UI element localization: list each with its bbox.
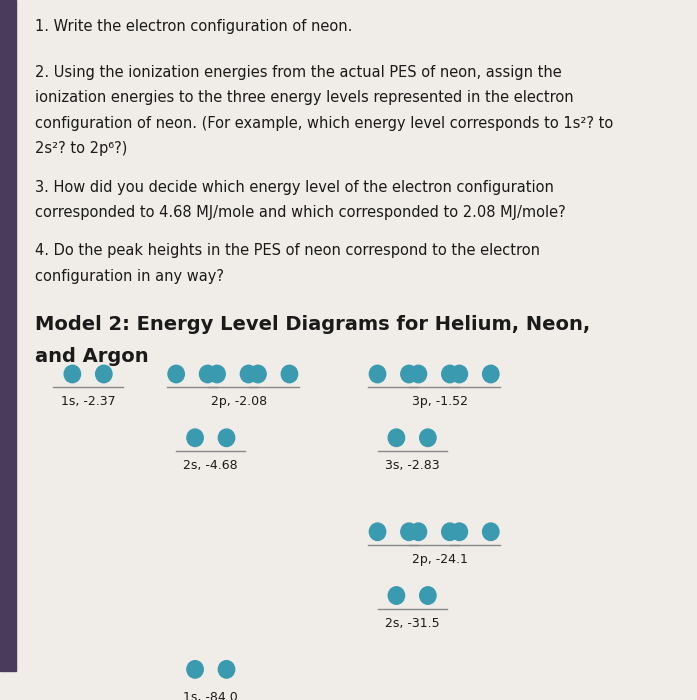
Circle shape (451, 365, 468, 383)
Bar (0, 0, 16, 671)
Text: 3. How did you decide which energy level of the electron configuration: 3. How did you decide which energy level… (35, 179, 553, 195)
Circle shape (388, 429, 404, 447)
Circle shape (95, 365, 112, 383)
Circle shape (411, 523, 427, 540)
Text: and Argon: and Argon (35, 346, 148, 365)
Text: 2p, -2.08: 2p, -2.08 (210, 395, 267, 409)
Circle shape (420, 587, 436, 604)
Circle shape (218, 661, 235, 678)
Circle shape (64, 365, 81, 383)
Circle shape (420, 429, 436, 447)
Circle shape (442, 523, 458, 540)
Circle shape (369, 365, 385, 383)
Text: configuration of neon. (For example, which energy level corresponds to 1s²? to: configuration of neon. (For example, whi… (35, 116, 613, 131)
Text: 4. Do the peak heights in the PES of neon correspond to the electron: 4. Do the peak heights in the PES of neo… (35, 244, 539, 258)
Text: 2. Using the ionization energies from the actual PES of neon, assign the: 2. Using the ionization energies from th… (35, 64, 561, 80)
Circle shape (451, 523, 468, 540)
Circle shape (482, 523, 499, 540)
Text: 2s, -4.68: 2s, -4.68 (183, 459, 238, 473)
Text: 2s, -31.5: 2s, -31.5 (385, 617, 439, 630)
Text: Model 2: Energy Level Diagrams for Helium, Neon,: Model 2: Energy Level Diagrams for Heliu… (35, 315, 590, 334)
Text: 1. Write the electron configuration of neon.: 1. Write the electron configuration of n… (35, 19, 352, 34)
Circle shape (218, 429, 235, 447)
Text: 2s²? to 2p⁶?): 2s²? to 2p⁶?) (35, 141, 127, 156)
Circle shape (282, 365, 298, 383)
Circle shape (401, 365, 418, 383)
Circle shape (168, 365, 185, 383)
Text: 1s, -84.0: 1s, -84.0 (183, 691, 238, 700)
Circle shape (411, 365, 427, 383)
Circle shape (482, 365, 499, 383)
Circle shape (187, 661, 204, 678)
Text: 3p, -1.52: 3p, -1.52 (412, 395, 468, 409)
Circle shape (187, 429, 204, 447)
Circle shape (442, 365, 458, 383)
Circle shape (388, 587, 404, 604)
Text: corresponded to 4.68 MJ/mole and which corresponded to 2.08 MJ/mole?: corresponded to 4.68 MJ/mole and which c… (35, 205, 565, 220)
Circle shape (250, 365, 266, 383)
Circle shape (401, 523, 418, 540)
Text: 1s, -2.37: 1s, -2.37 (61, 395, 116, 409)
Text: 2p, -24.1: 2p, -24.1 (412, 553, 468, 566)
Circle shape (369, 523, 385, 540)
Text: 3s, -2.83: 3s, -2.83 (385, 459, 439, 473)
Circle shape (240, 365, 256, 383)
Circle shape (209, 365, 225, 383)
Circle shape (199, 365, 216, 383)
Text: configuration in any way?: configuration in any way? (35, 269, 224, 284)
Text: ionization energies to the three energy levels represented in the electron: ionization energies to the three energy … (35, 90, 573, 105)
